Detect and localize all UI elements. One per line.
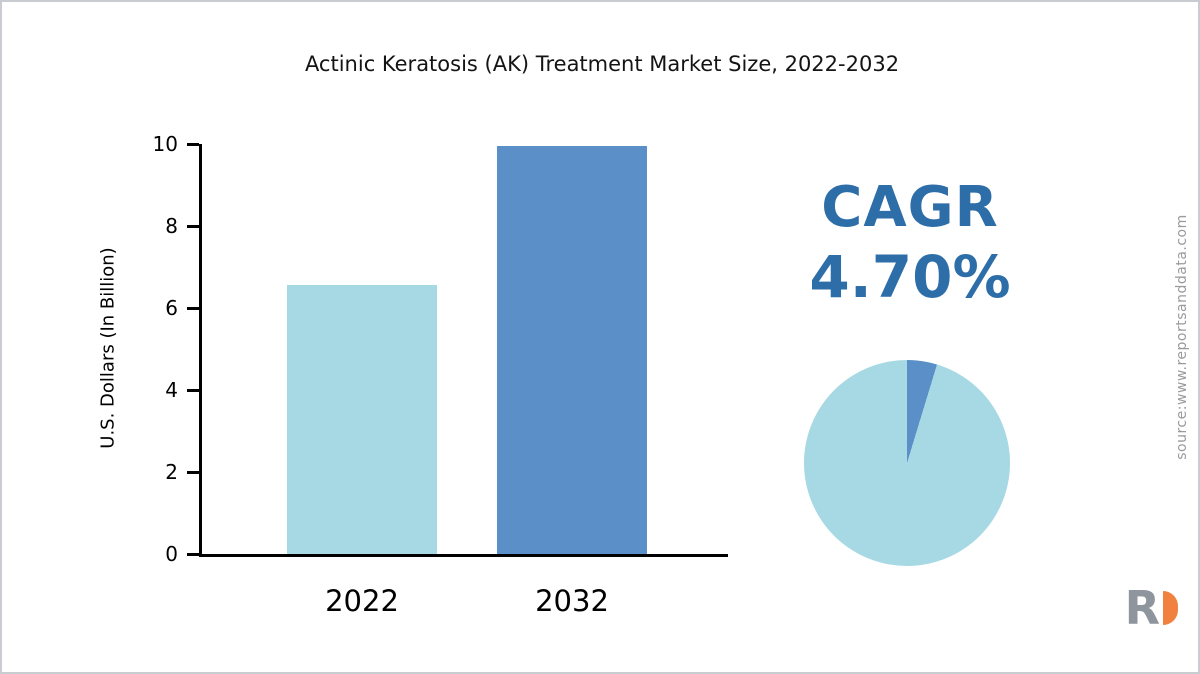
cagr-value: 4.70% bbox=[809, 243, 1011, 311]
reports-and-data-logo: R bbox=[1124, 580, 1178, 635]
logo-letter: R bbox=[1124, 580, 1160, 635]
y-tick-label: 2 bbox=[165, 460, 178, 484]
bar-2032 bbox=[497, 146, 647, 554]
y-tick-mark bbox=[187, 306, 199, 310]
x-tick-label: 2032 bbox=[535, 584, 609, 618]
cagr-block: CAGR 4.70% bbox=[809, 175, 1011, 311]
cagr-label: CAGR bbox=[821, 175, 999, 240]
y-axis-line bbox=[199, 144, 202, 557]
plot-area: 0 2 4 6 8 10 2022 2032 bbox=[153, 132, 728, 618]
y-tick-mark bbox=[187, 470, 199, 474]
bar-2022 bbox=[287, 285, 437, 554]
y-tick-mark bbox=[187, 552, 199, 556]
y-tick-mark bbox=[187, 224, 199, 228]
y-tick-label: 0 bbox=[165, 542, 178, 566]
x-axis-line bbox=[199, 554, 728, 557]
y-tick-label: 8 bbox=[165, 214, 178, 238]
y-tick-label: 10 bbox=[152, 132, 178, 156]
y-tick-label: 4 bbox=[165, 378, 178, 402]
pie-chart bbox=[804, 360, 1010, 566]
y-axis-label: U.S. Dollars (In Billion) bbox=[97, 247, 119, 449]
y-tick-label: 6 bbox=[165, 296, 178, 320]
logo-accent-shape bbox=[1163, 591, 1178, 626]
chart-title: Actinic Keratosis (AK) Treatment Market … bbox=[304, 52, 900, 76]
source-watermark: source:www.reportsanddata.com bbox=[1174, 214, 1190, 460]
x-tick-label: 2022 bbox=[325, 584, 399, 618]
y-tick-mark bbox=[187, 142, 199, 146]
y-tick-mark bbox=[187, 388, 199, 392]
